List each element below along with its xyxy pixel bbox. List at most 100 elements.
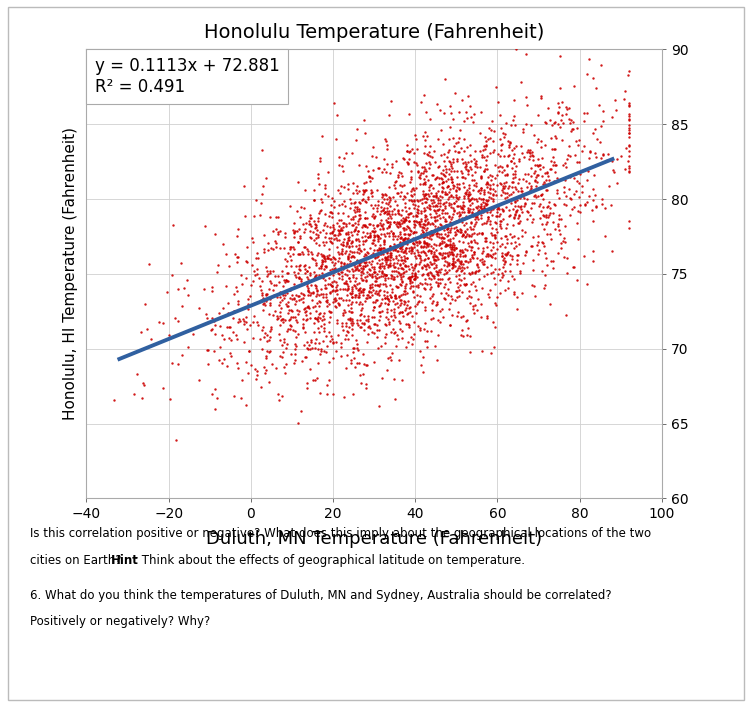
Point bbox=[430, 207, 442, 218]
Point bbox=[259, 328, 271, 339]
Point bbox=[288, 243, 300, 255]
Point bbox=[418, 177, 430, 189]
Point bbox=[263, 308, 275, 320]
Point bbox=[420, 214, 432, 226]
Point bbox=[587, 255, 599, 267]
Point bbox=[257, 304, 269, 315]
Point bbox=[458, 212, 470, 223]
Point bbox=[419, 230, 431, 242]
Point bbox=[504, 228, 516, 240]
Point bbox=[456, 261, 468, 272]
Point bbox=[433, 228, 445, 240]
Point bbox=[372, 249, 384, 260]
Point bbox=[350, 281, 362, 292]
Point bbox=[306, 342, 318, 354]
Point bbox=[419, 254, 431, 265]
Point bbox=[618, 94, 630, 105]
Point bbox=[406, 243, 418, 255]
Point bbox=[353, 210, 365, 221]
Point bbox=[360, 315, 372, 326]
Point bbox=[359, 296, 371, 307]
Point bbox=[317, 219, 329, 230]
Point bbox=[326, 296, 338, 308]
Point bbox=[465, 206, 478, 218]
Point bbox=[389, 183, 401, 194]
Point bbox=[347, 250, 359, 262]
Point bbox=[414, 96, 426, 107]
Point bbox=[589, 189, 601, 200]
Point bbox=[439, 187, 451, 198]
Point bbox=[417, 203, 429, 214]
Point bbox=[233, 313, 245, 325]
Point bbox=[340, 228, 352, 239]
Point bbox=[438, 293, 450, 304]
Point bbox=[566, 115, 578, 126]
Point bbox=[431, 354, 443, 366]
Point bbox=[399, 153, 411, 165]
Point bbox=[423, 262, 435, 273]
Point bbox=[359, 257, 371, 269]
Point bbox=[472, 162, 484, 173]
Point bbox=[367, 226, 379, 237]
Point bbox=[489, 263, 501, 274]
Point bbox=[372, 279, 384, 291]
Point bbox=[220, 248, 232, 259]
Point bbox=[542, 170, 554, 182]
Point bbox=[352, 215, 364, 226]
Point bbox=[303, 218, 315, 230]
Point bbox=[314, 205, 326, 216]
Point bbox=[351, 339, 363, 350]
Point bbox=[381, 228, 393, 239]
Point bbox=[293, 260, 305, 271]
Point bbox=[356, 289, 368, 300]
Point bbox=[547, 151, 559, 163]
Point bbox=[425, 226, 437, 237]
Point bbox=[311, 216, 323, 227]
Point bbox=[384, 240, 396, 252]
Point bbox=[478, 201, 490, 212]
Point bbox=[507, 204, 519, 215]
Point bbox=[447, 141, 459, 152]
Point bbox=[425, 325, 437, 337]
Point bbox=[333, 272, 345, 284]
Point bbox=[411, 144, 423, 155]
Point bbox=[622, 155, 634, 166]
Point bbox=[355, 272, 367, 284]
Point bbox=[285, 312, 297, 323]
Point bbox=[170, 435, 182, 446]
Point bbox=[273, 299, 285, 310]
Point bbox=[274, 303, 287, 314]
Point bbox=[364, 269, 376, 281]
Point bbox=[354, 257, 366, 268]
Point bbox=[264, 276, 276, 287]
Point bbox=[453, 184, 465, 195]
Point bbox=[405, 185, 417, 197]
Point bbox=[544, 298, 556, 310]
Point bbox=[494, 287, 506, 298]
Point bbox=[411, 289, 423, 300]
Point bbox=[462, 192, 474, 204]
Point bbox=[457, 230, 469, 241]
Point bbox=[449, 146, 461, 157]
Point bbox=[378, 163, 390, 175]
Point bbox=[415, 359, 427, 370]
Point bbox=[270, 242, 282, 253]
Point bbox=[302, 378, 314, 389]
Point bbox=[469, 157, 481, 168]
Point bbox=[327, 252, 339, 263]
Point bbox=[377, 278, 389, 289]
Point bbox=[175, 257, 187, 269]
Point bbox=[487, 178, 499, 189]
Point bbox=[282, 323, 294, 334]
Point bbox=[239, 210, 251, 221]
Point bbox=[428, 146, 440, 157]
Point bbox=[368, 267, 381, 278]
Point bbox=[433, 264, 445, 276]
Point bbox=[390, 298, 402, 310]
Point bbox=[502, 151, 514, 162]
Point bbox=[336, 248, 348, 259]
Point bbox=[387, 228, 399, 239]
Point bbox=[328, 201, 340, 213]
Point bbox=[535, 141, 547, 153]
Point bbox=[623, 128, 635, 139]
